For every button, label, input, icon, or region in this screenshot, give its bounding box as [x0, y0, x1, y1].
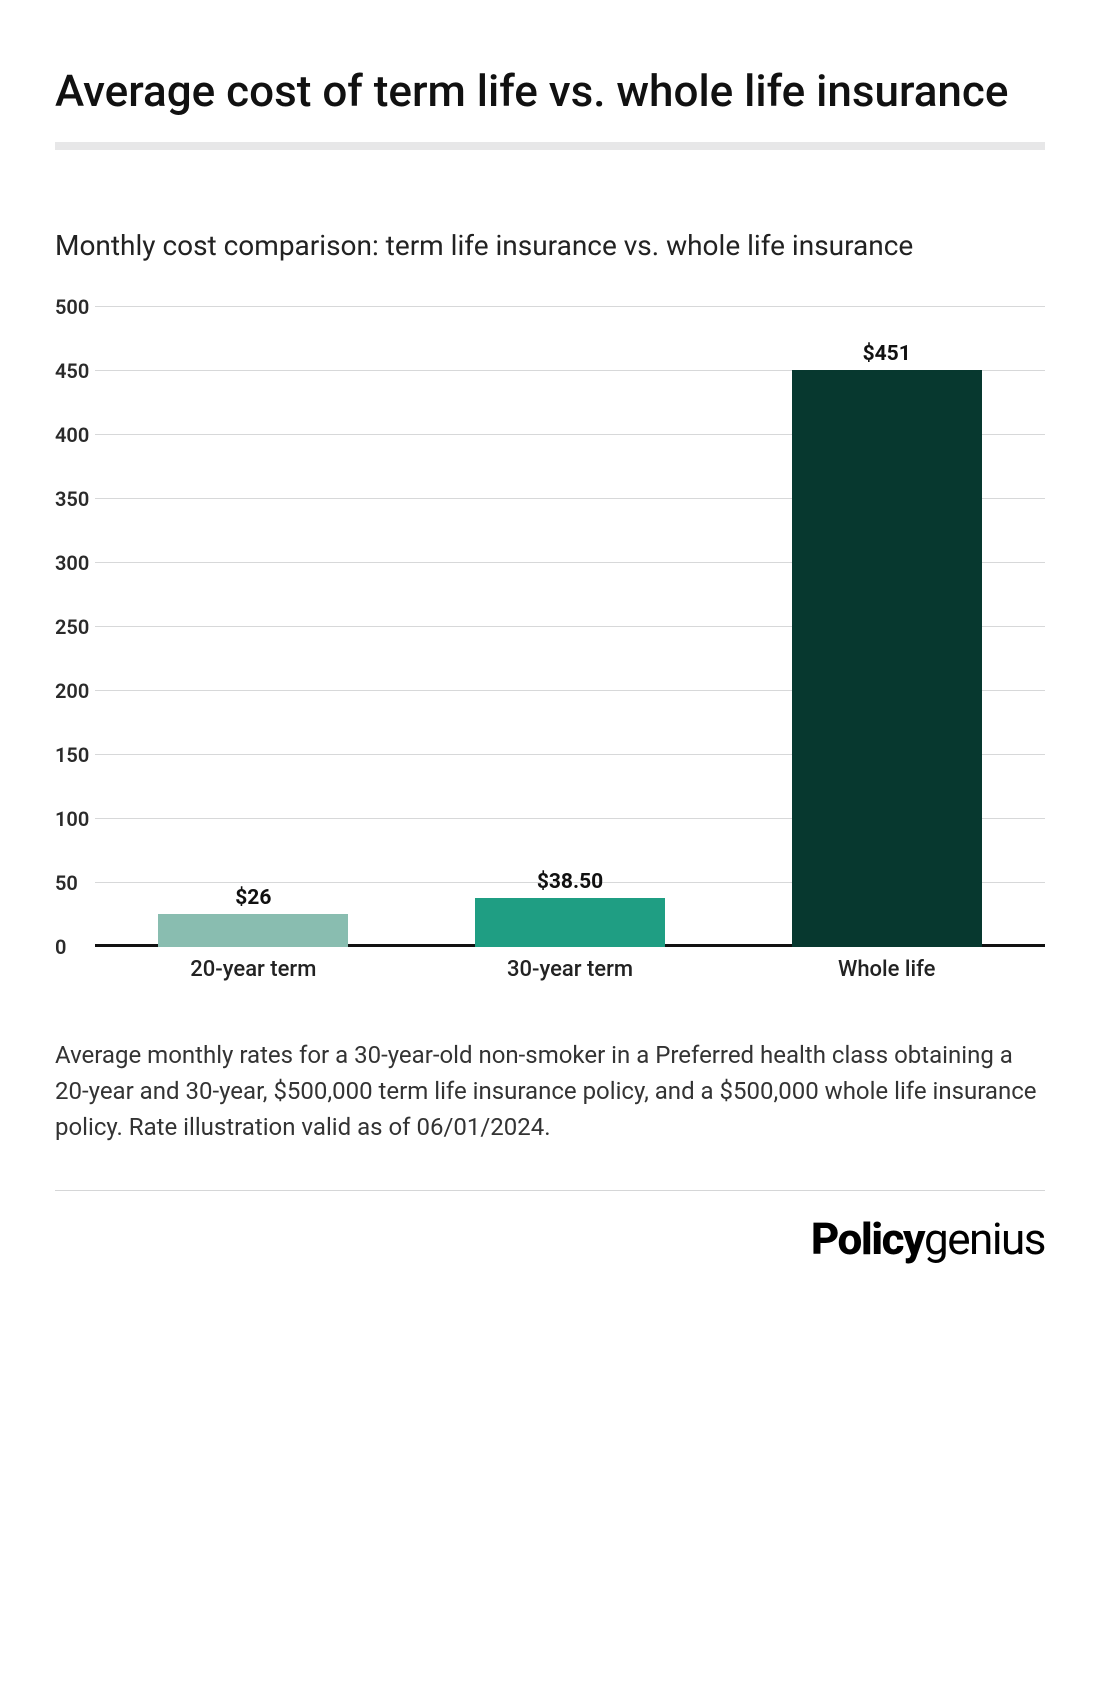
y-tick-label: 100	[55, 807, 93, 831]
title-rule	[55, 142, 1045, 150]
bar-value-label: $38.50	[537, 870, 603, 894]
bar-column: $38.50	[412, 307, 729, 947]
x-axis-labels: 20-year term30-year termWhole life	[95, 957, 1045, 982]
bar-column: $451	[728, 307, 1045, 947]
x-axis-category-label: Whole life	[728, 957, 1045, 982]
chart-subtitle: Monthly cost comparison: term life insur…	[55, 225, 1045, 267]
chart-plot-area: 050100150200250300350400450500$26$38.50$…	[55, 307, 1045, 947]
brand-light: genius	[924, 1213, 1045, 1265]
brand-bold: Policy	[811, 1213, 924, 1265]
x-axis-category-label: 20-year term	[95, 957, 412, 982]
bar-chart: 050100150200250300350400450500$26$38.50$…	[55, 307, 1045, 982]
page: Average cost of term life vs. whole life…	[0, 0, 1100, 1692]
page-title: Average cost of term life vs. whole life…	[55, 60, 1045, 124]
footnote-text: Average monthly rates for a 30-year-old …	[55, 1037, 1045, 1145]
bar: $38.50	[475, 898, 665, 947]
bar-value-label: $26	[235, 886, 271, 910]
y-tick-label: 350	[55, 487, 93, 511]
bar-column: $26	[95, 307, 412, 947]
y-tick-label: 250	[55, 615, 93, 639]
y-tick-label: 50	[55, 871, 93, 895]
y-tick-label: 450	[55, 359, 93, 383]
y-tick-label: 200	[55, 679, 93, 703]
x-axis-category-label: 30-year term	[412, 957, 729, 982]
footer-rule	[55, 1190, 1045, 1191]
y-tick-label: 150	[55, 743, 93, 767]
bar: $26	[158, 914, 348, 947]
bar: $451	[792, 370, 982, 947]
bar-value-label: $451	[863, 342, 911, 366]
y-tick-label: 400	[55, 423, 93, 447]
y-tick-label: 300	[55, 551, 93, 575]
y-tick-label: 500	[55, 295, 93, 319]
brand-logo: Policygenius	[55, 1213, 1045, 1265]
y-tick-label: 0	[55, 935, 93, 959]
